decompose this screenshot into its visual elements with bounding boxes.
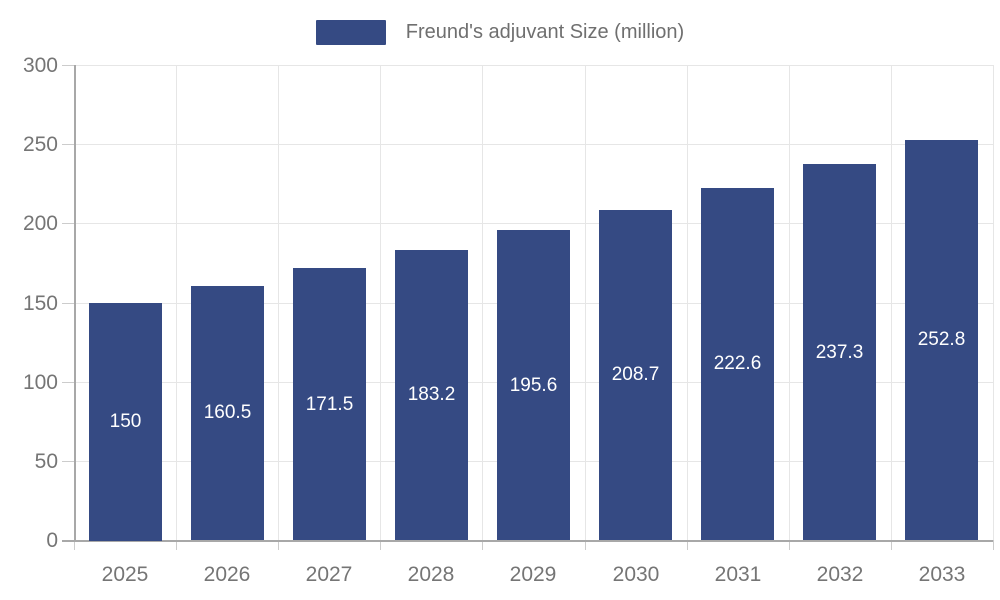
- bar[interactable]: [293, 268, 366, 540]
- y-axis-tick: [62, 144, 74, 145]
- x-axis-tick-label: 2032: [816, 563, 864, 586]
- gridline-horizontal: [74, 223, 993, 224]
- x-axis-tick-label: 2031: [714, 563, 762, 586]
- gridline-horizontal: [74, 144, 993, 145]
- x-axis-tick: [482, 540, 483, 550]
- bar[interactable]: [701, 188, 774, 540]
- y-axis-tick-label: 250: [22, 133, 58, 156]
- x-axis-tick-label: 2029: [509, 563, 557, 586]
- x-axis-tick-label: 2028: [407, 563, 455, 586]
- y-axis-tick-label: 50: [34, 450, 58, 473]
- x-axis-tick: [789, 540, 790, 550]
- gridline-vertical: [585, 65, 586, 540]
- x-axis-tick: [380, 540, 381, 550]
- y-axis-tick-label: 200: [22, 212, 58, 235]
- x-axis-tick: [278, 540, 279, 550]
- gridline-vertical: [891, 65, 892, 540]
- gridline-vertical: [176, 65, 177, 540]
- y-axis-tick: [62, 223, 74, 224]
- bar[interactable]: [497, 230, 570, 540]
- x-axis-tick-label: 2030: [612, 563, 660, 586]
- bar-value-label: 160.5: [203, 402, 252, 423]
- bar[interactable]: [599, 210, 672, 540]
- y-axis-tick-label: 150: [22, 292, 58, 315]
- x-axis-tick-label: 2027: [305, 563, 353, 586]
- x-axis-tick: [176, 540, 177, 550]
- gridline-vertical: [993, 65, 994, 540]
- bar[interactable]: [395, 250, 468, 540]
- x-axis-tick-label: 2033: [918, 563, 966, 586]
- y-axis-tick-label: 0: [46, 529, 58, 552]
- x-axis-tick: [585, 540, 586, 550]
- gridline-vertical: [687, 65, 688, 540]
- y-axis-line: [74, 65, 76, 540]
- x-axis-tick: [74, 540, 75, 550]
- legend-swatch: [315, 19, 386, 45]
- x-axis-tick-label: 2025: [101, 563, 149, 586]
- y-axis-tick: [62, 65, 74, 66]
- legend-label: Freund's adjuvant Size (million): [405, 20, 685, 43]
- bar[interactable]: [803, 164, 876, 540]
- y-axis-tick-label: 100: [22, 371, 58, 394]
- bar-value-label: 195.6: [509, 375, 558, 396]
- bar[interactable]: [89, 303, 162, 541]
- gridline-horizontal: [74, 65, 993, 66]
- x-axis-tick: [687, 540, 688, 550]
- x-axis-tick: [993, 540, 994, 550]
- bar-value-label: 171.5: [305, 394, 354, 415]
- bar-value-label: 237.3: [815, 342, 864, 363]
- bar[interactable]: [905, 140, 978, 540]
- y-axis-tick: [62, 303, 74, 304]
- gridline-vertical: [482, 65, 483, 540]
- bar-value-label: 208.7: [611, 364, 660, 385]
- y-axis-tick: [62, 382, 74, 383]
- bar-value-label: 252.8: [917, 329, 966, 350]
- bar[interactable]: [191, 286, 264, 540]
- bar-value-label: 150: [109, 411, 142, 432]
- x-axis-tick-label: 2026: [203, 563, 251, 586]
- x-axis-tick: [891, 540, 892, 550]
- bar-value-label: 183.2: [407, 384, 456, 405]
- legend[interactable]: Freund's adjuvant Size (million): [0, 17, 1000, 47]
- gridline-vertical: [380, 65, 381, 540]
- x-axis-line: [62, 540, 993, 542]
- gridline-vertical: [278, 65, 279, 540]
- y-axis-tick: [62, 461, 74, 462]
- y-axis-tick-label: 300: [22, 54, 58, 77]
- bar-value-label: 222.6: [713, 353, 762, 374]
- gridline-vertical: [789, 65, 790, 540]
